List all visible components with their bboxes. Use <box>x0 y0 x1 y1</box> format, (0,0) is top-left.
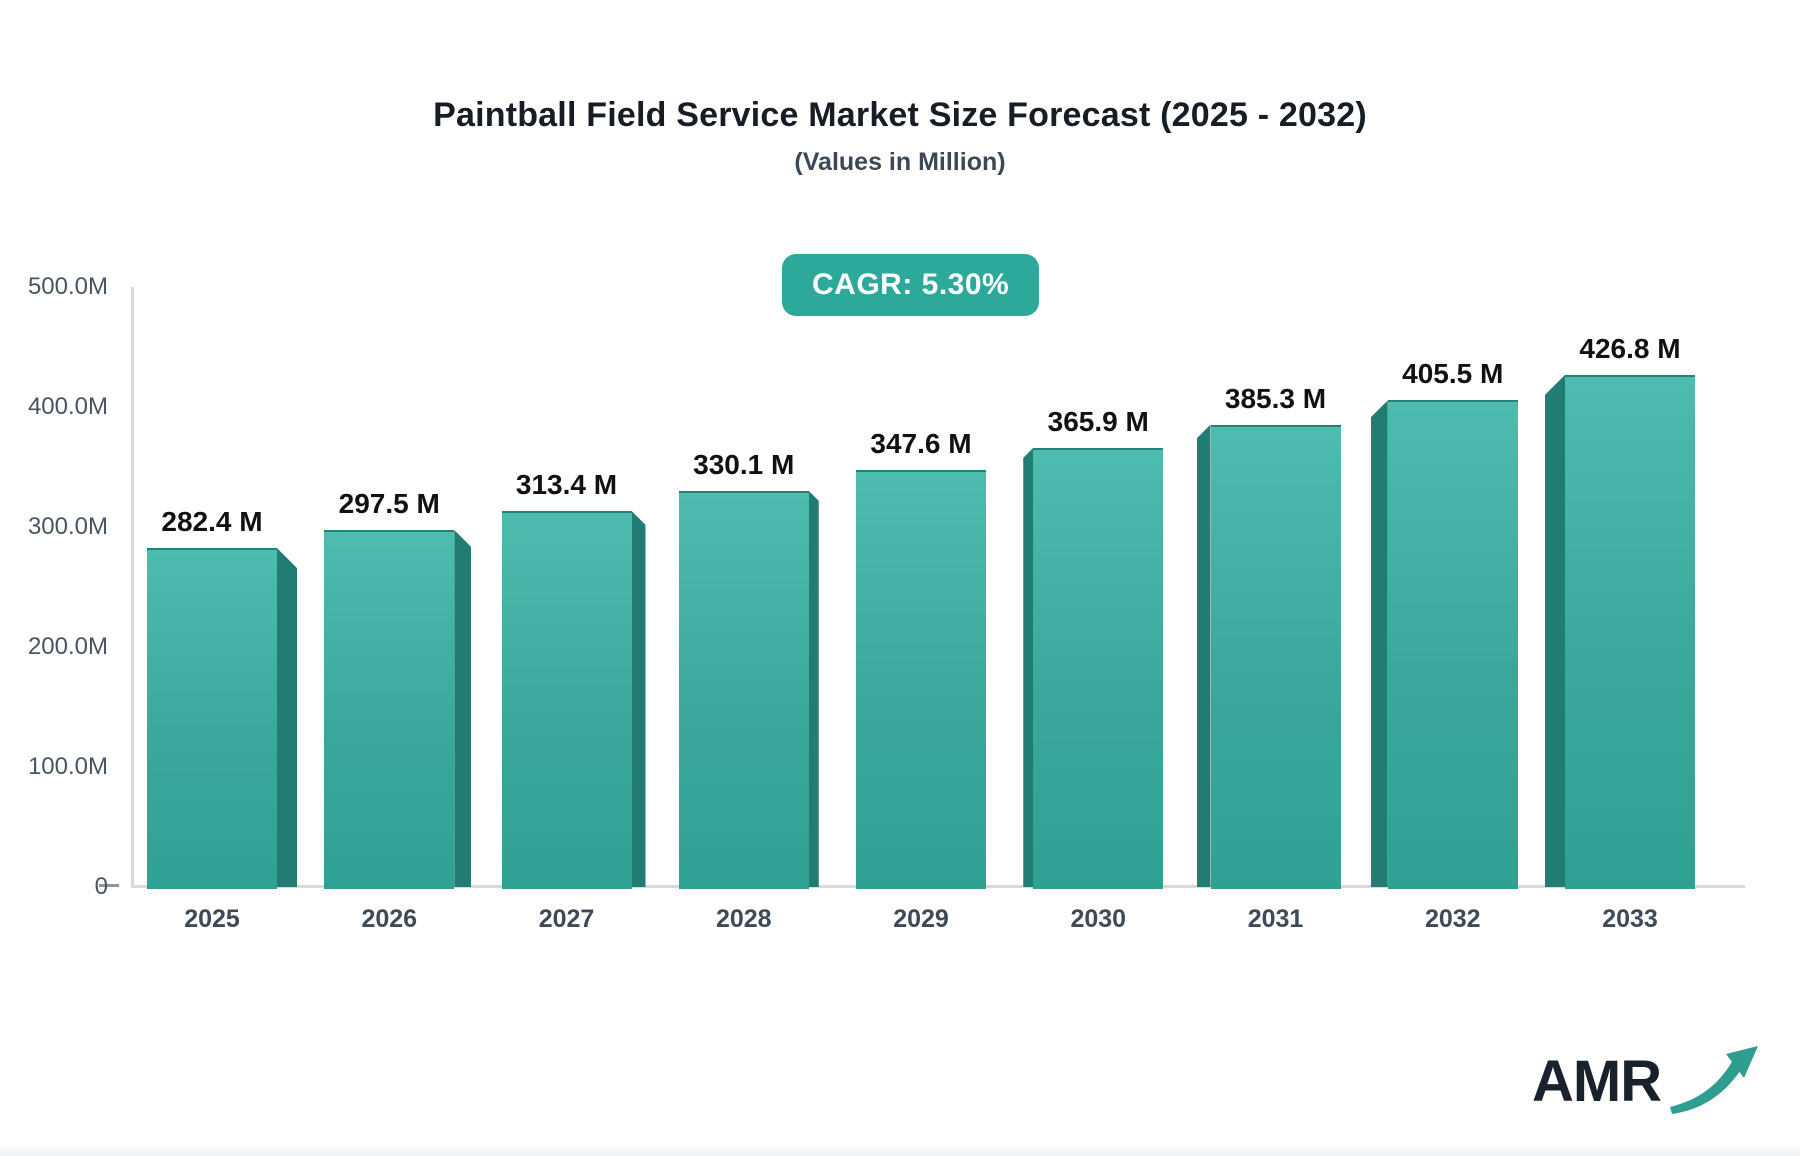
y-axis-label: 0 <box>94 873 108 900</box>
zero-tick-mark <box>99 884 119 887</box>
growth-arrow-icon <box>1670 1046 1758 1114</box>
bar-value-label: 282.4 M <box>161 506 263 538</box>
y-axis-line <box>131 287 134 888</box>
bar-value-label: 347.6 M <box>870 427 972 459</box>
x-axis-label: 2029 <box>893 905 949 933</box>
x-axis-label: 2032 <box>1424 905 1481 933</box>
bar-3d-side <box>808 490 819 887</box>
x-axis-label: 2031 <box>1247 905 1304 933</box>
x-axis-label: 2025 <box>184 905 240 933</box>
bar-3d-side <box>631 510 646 887</box>
bar-value-label: 313.4 M <box>515 468 618 500</box>
x-axis-label: 2028 <box>715 905 772 933</box>
bar <box>856 469 986 889</box>
amr-logo-text: AMR <box>1532 1049 1662 1114</box>
bar-3d-side <box>454 530 472 887</box>
bar-value-label: 330.1 M <box>693 448 795 480</box>
bar-value-label: 365.9 M <box>1047 405 1149 437</box>
bar-value-label: 385.3 M <box>1224 382 1327 414</box>
bar-3d-side <box>277 548 297 887</box>
bar-value-label: 426.8 M <box>1579 332 1681 364</box>
bar <box>1033 447 1164 889</box>
chart-title: Paintball Field Service Market Size Fore… <box>433 96 1367 134</box>
bar-3d-side <box>1196 424 1211 887</box>
bar-value-label: 405.5 M <box>1402 358 1504 390</box>
y-axis-label: 400.0M <box>27 393 108 420</box>
bar-value-label: 297.5 M <box>338 488 440 519</box>
footer-strip <box>0 1144 1800 1156</box>
bar <box>147 548 277 889</box>
x-axis-label: 2027 <box>538 905 595 933</box>
bar <box>501 510 632 889</box>
y-axis-label: 100.0M <box>27 753 108 780</box>
y-axis-label: 200.0M <box>27 633 108 660</box>
bar <box>1565 374 1695 889</box>
x-axis-label: 2030 <box>1070 905 1127 933</box>
y-axis-label: 300.0M <box>27 513 108 540</box>
bar <box>324 530 455 889</box>
bar <box>1387 400 1518 889</box>
bar-3d-side <box>1545 374 1565 887</box>
amr-logo: AMR <box>1532 1038 1762 1130</box>
x-axis-label: 2026 <box>361 905 418 933</box>
bar <box>1210 424 1341 889</box>
y-axis-label: 500.0M <box>27 273 108 300</box>
x-axis-label: 2033 <box>1602 905 1658 933</box>
bar <box>678 490 809 889</box>
chart-subtitle: (Values in Million) <box>794 148 1006 176</box>
bar-3d-side <box>1023 447 1034 887</box>
cagr-badge: CAGR: 5.30% <box>782 254 1040 316</box>
bar-3d-side <box>1370 400 1388 887</box>
